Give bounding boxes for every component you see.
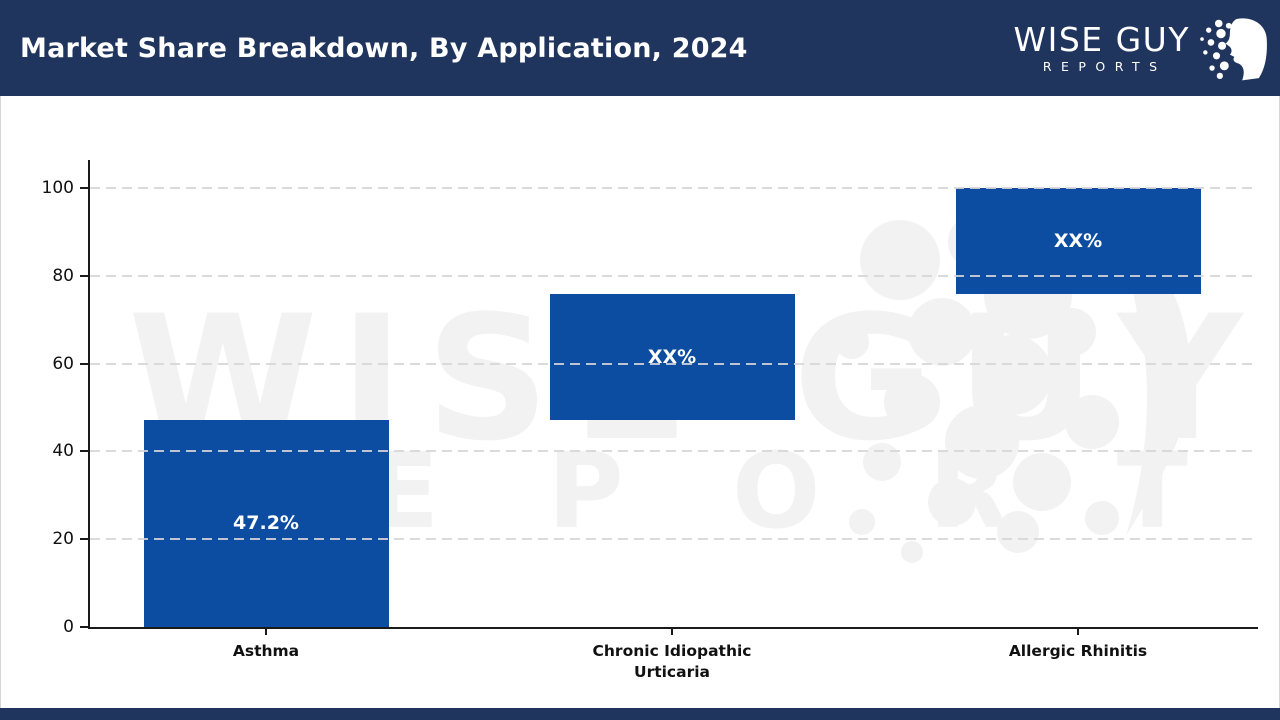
bar-segment: 47.2% xyxy=(143,419,389,627)
bar-value-label: XX% xyxy=(1053,230,1103,253)
logo-subtitle: REPORTS xyxy=(1042,59,1167,74)
wiseguy-logo: WISE GUY REPORTS xyxy=(1013,6,1270,90)
gridline-80 xyxy=(90,274,1256,277)
footer-band xyxy=(0,708,1280,720)
y-axis-label-60: 60 xyxy=(52,353,74,374)
x-axis-tick xyxy=(265,627,267,635)
y-axis-tick-60 xyxy=(80,362,88,365)
y-axis-label-0: 0 xyxy=(63,617,74,637)
y-axis-label-80: 80 xyxy=(52,265,74,286)
page-title: Market Share Breakdown, By Application, … xyxy=(20,32,748,64)
x-axis-category-label: Chronic Idiopathic Urticaria xyxy=(592,642,752,681)
logo-face-icon xyxy=(1200,18,1267,81)
y-axis-label-100: 100 xyxy=(41,178,74,198)
gridline-40 xyxy=(90,450,1256,453)
x-axis-category-label: Asthma xyxy=(232,642,300,660)
y-axis-tick-20 xyxy=(80,538,88,541)
gridline-20 xyxy=(90,538,1256,541)
y-axis-label-20: 20 xyxy=(52,529,74,550)
bar-segment: XX% xyxy=(549,294,795,420)
y-axis-tick-40 xyxy=(80,450,88,453)
bar-value-label: XX% xyxy=(647,346,697,368)
y-axis-tick-0 xyxy=(80,626,88,628)
chart-plot: 0 20 40 60 80 100 47.2% Asthma XX% Chronic Idiopa… xyxy=(42,160,1258,681)
gridline-100 xyxy=(90,187,1256,189)
y-axis-label-40: 40 xyxy=(52,441,74,462)
y-axis-tick-100 xyxy=(80,187,88,189)
bar-value-label: 47.2% xyxy=(233,512,299,535)
x-axis-tick xyxy=(671,627,673,635)
gridline-60 xyxy=(90,362,1256,365)
y-axis-tick-80 xyxy=(80,274,88,277)
logo-wordmark: WISE GUY xyxy=(1013,20,1190,59)
header-band: Market Share Breakdown, By Application, … xyxy=(0,0,1280,96)
x-axis-category-label: Allergic Rhinitis xyxy=(1008,642,1148,660)
logo-text: WISE GUY REPORTS xyxy=(1013,20,1190,75)
bar-segment: XX% xyxy=(955,188,1201,295)
x-axis-tick xyxy=(1077,627,1079,635)
